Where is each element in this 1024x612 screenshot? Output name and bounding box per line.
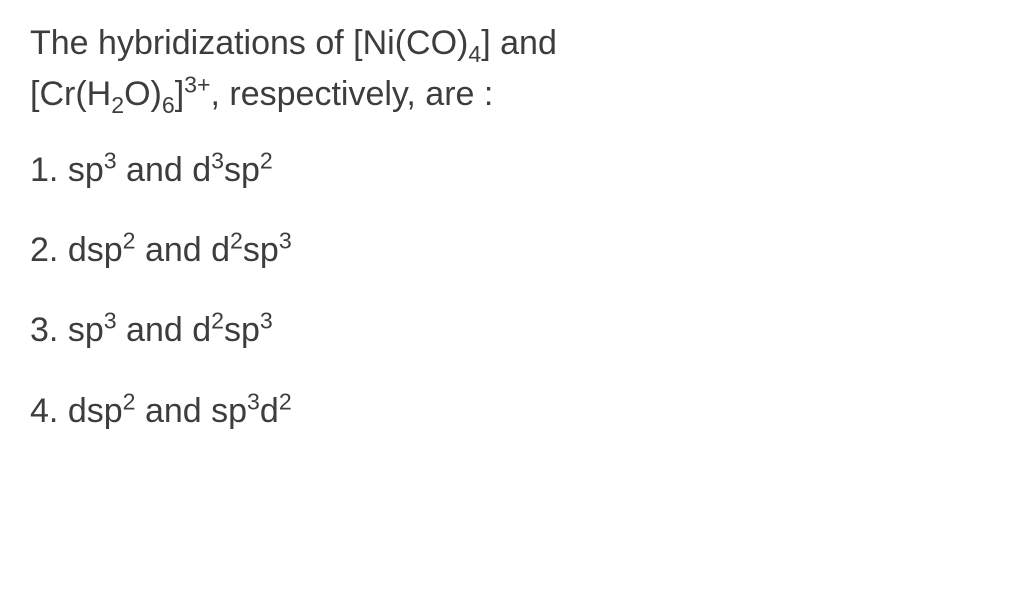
question-part: [Cr(H <box>30 75 111 113</box>
superscript: 2 <box>230 228 243 254</box>
option-term: sp <box>243 231 279 269</box>
option-term: d <box>211 231 230 269</box>
option-term: dsp <box>68 392 123 430</box>
option-3: 3. sp3 and d2sp3 <box>30 308 994 352</box>
subscript: 6 <box>162 92 175 118</box>
subscript: 4 <box>468 41 481 67</box>
option-mid: and <box>117 311 193 349</box>
superscript: 2 <box>260 148 273 174</box>
option-term: sp <box>224 151 260 189</box>
superscript: 2 <box>123 228 136 254</box>
question-text: The hybridizations of [Ni(CO)4] and [Cr(… <box>30 18 994 120</box>
option-2: 2. dsp2 and d2sp3 <box>30 228 994 272</box>
option-mid: and <box>136 392 212 430</box>
option-1: 1. sp3 and d3sp2 <box>30 148 994 192</box>
option-number: 4. <box>30 392 68 430</box>
superscript: 2 <box>123 388 136 414</box>
option-number: 1. <box>30 151 68 189</box>
subscript: 2 <box>111 92 124 118</box>
superscript: 3+ <box>184 72 210 98</box>
option-number: 2. <box>30 231 68 269</box>
superscript: 3 <box>260 308 273 334</box>
question-part: O) <box>124 75 162 113</box>
superscript: 3 <box>104 308 117 334</box>
option-term: sp <box>68 151 104 189</box>
superscript: 3 <box>247 388 260 414</box>
option-number: 3. <box>30 311 68 349</box>
superscript: 3 <box>104 148 117 174</box>
option-term: sp <box>211 392 247 430</box>
option-term: d <box>192 311 211 349</box>
option-term: dsp <box>68 231 123 269</box>
option-term: sp <box>68 311 104 349</box>
superscript: 2 <box>279 388 292 414</box>
superscript: 3 <box>279 228 292 254</box>
options-list: 1. sp3 and d3sp2 2. dsp2 and d2sp3 3. sp… <box>30 148 994 433</box>
option-term: d <box>192 151 211 189</box>
question-part: ] and <box>481 24 557 62</box>
option-mid: and <box>136 231 212 269</box>
option-term: d <box>260 392 279 430</box>
question-part: The hybridizations of [Ni(CO) <box>30 24 468 62</box>
option-4: 4. dsp2 and sp3d2 <box>30 389 994 433</box>
question-part: , respectively, are : <box>211 75 494 113</box>
option-mid: and <box>117 151 193 189</box>
option-term: sp <box>224 311 260 349</box>
superscript: 2 <box>211 308 224 334</box>
page: The hybridizations of [Ni(CO)4] and [Cr(… <box>0 0 1024 451</box>
superscript: 3 <box>211 148 224 174</box>
question-part: ] <box>175 75 184 113</box>
